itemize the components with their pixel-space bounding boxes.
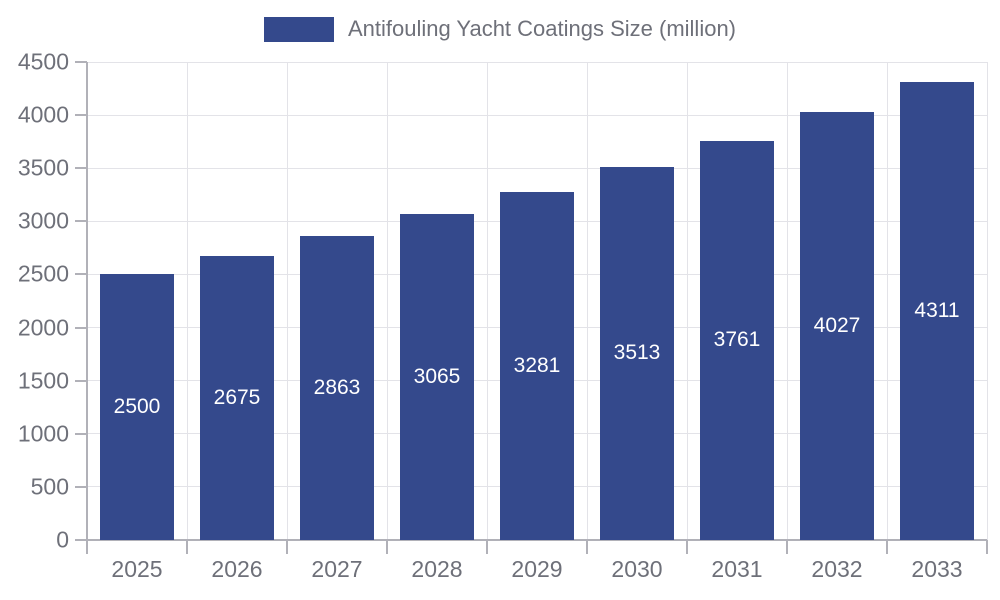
gridline-v [786,62,788,540]
gridline-h [87,114,987,116]
bar-2028[interactable]: 3065 [400,214,474,540]
y-axis-line [86,62,88,540]
y-axis-tick [75,485,87,488]
legend[interactable]: Antifouling Yacht Coatings Size (million… [0,16,1000,42]
bar-value-label: 3281 [513,353,561,377]
gridline-v [286,62,288,540]
gridline-v [886,62,888,540]
bar-value-label: 3065 [413,365,461,389]
x-axis-tick-label: 2033 [911,556,963,582]
gridline-v [486,62,488,540]
x-axis-tick [686,540,688,554]
bar-value-label: 4027 [813,314,861,338]
bar-2033[interactable]: 4311 [900,82,974,540]
y-axis-tick-label: 0 [56,526,69,553]
bar-value-label: 2675 [213,385,261,409]
x-axis-tick-label: 2032 [811,556,863,582]
x-axis-tick [486,540,488,554]
x-axis-tick [786,540,788,554]
bar-2030[interactable]: 3513 [600,166,674,540]
x-axis-tick [286,540,288,554]
gridline-v [386,62,388,540]
x-axis-tick-label: 2028 [411,556,463,582]
x-axis-tick [586,540,588,554]
legend-swatch-icon [263,16,334,42]
y-axis-tick [75,379,87,382]
x-axis-tick-label: 2025 [111,556,163,582]
bar-2027[interactable]: 2863 [300,235,374,540]
gridline-v [186,62,188,540]
bar-2025[interactable]: 2500 [100,274,174,540]
y-axis-tick [75,167,87,170]
y-axis-tick [75,61,87,63]
y-axis-tick-label: 1000 [17,420,69,447]
bar-value-label: 2500 [113,395,161,419]
y-axis-tick-label: 3500 [17,154,69,181]
y-axis-tick-label: 500 [30,473,69,500]
x-axis-tick [186,540,188,554]
gridline-h [87,167,987,169]
bar-value-label: 2863 [313,375,361,399]
y-axis-tick [75,432,87,435]
y-axis-tick [75,220,87,223]
x-axis-tick [986,540,988,554]
x-axis-line [75,539,987,541]
y-axis-tick [75,326,87,329]
x-axis-tick-label: 2026 [211,556,263,582]
gridline-v [686,62,688,540]
x-axis-tick [386,540,388,554]
y-axis-tick-label: 2500 [17,260,69,287]
y-axis-tick [75,273,87,276]
x-axis-tick-label: 2029 [511,556,563,582]
x-axis-tick [886,540,888,554]
bar-2029[interactable]: 3281 [500,191,574,540]
bar-2026[interactable]: 2675 [200,255,274,540]
y-axis-tick [75,114,87,117]
plot-area: 0 500 1000 1500 2000 2500 3000 3500 4000 4500 2500… [18,50,988,582]
x-axis-tick-label: 2030 [611,556,663,582]
x-axis-tick-label: 2027 [311,556,363,582]
bar-2032[interactable]: 4027 [800,112,874,540]
y-axis-tick-label: 4500 [17,48,69,75]
y-axis-tick-label: 1500 [17,367,69,394]
gridline-v [586,62,588,540]
x-axis-tick [86,540,88,554]
y-axis-tick-label: 4000 [17,101,69,128]
x-axis-tick-label: 2031 [711,556,763,582]
bar-2031[interactable]: 3761 [700,140,774,540]
bar-value-label: 3513 [613,341,661,365]
gridline-h [87,61,987,63]
bar-value-label: 3761 [713,328,761,352]
y-axis-tick-label: 3000 [17,207,69,234]
gridline-v [986,62,988,540]
legend-label: Antifouling Yacht Coatings Size (million… [347,16,737,41]
bar-value-label: 4311 [914,299,960,323]
y-axis-tick-label: 2000 [17,314,69,341]
